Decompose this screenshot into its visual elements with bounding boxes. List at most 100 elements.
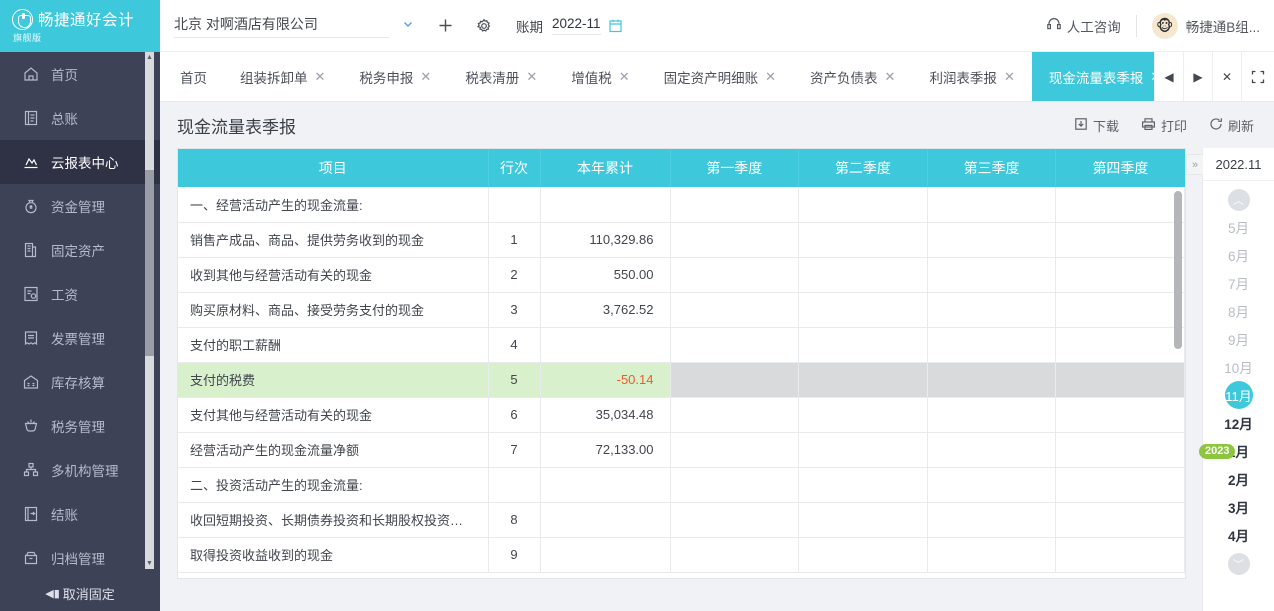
month-item-4[interactable]: 4月 <box>1227 529 1249 544</box>
sidebar-item-invoice[interactable]: 发票管理 <box>0 316 160 360</box>
tab-label: 固定资产明细账 <box>663 70 759 86</box>
cell-q3 <box>927 292 1057 328</box>
sidebar-item-archive[interactable]: 归档管理 <box>0 536 160 580</box>
scroll-down-icon[interactable]: ▼ <box>145 558 154 569</box>
sidebar-item-label: 资金管理 <box>51 200 105 215</box>
close-icon[interactable]: ✕ <box>765 69 777 84</box>
table-row[interactable]: 购买原材料、商品、接受劳务支付的现金 3 3,762.52 <box>178 292 1185 328</box>
table-row[interactable]: 支付的职工薪酬 4 <box>178 327 1185 363</box>
month-item-9[interactable]: 9月 <box>1227 333 1249 348</box>
cell-item: 经营活动产生的现金流量净额 <box>178 432 489 468</box>
tab-home[interactable]: 首页 <box>160 52 223 101</box>
table-scrollbar-thumb[interactable] <box>1174 191 1182 349</box>
table-row[interactable]: 取得投资收益收到的现金 9 <box>178 537 1185 573</box>
scroll-up-icon[interactable]: ▲ <box>145 52 154 63</box>
collapse-panel-icon[interactable]: » <box>1186 154 1203 175</box>
period-label: 账期 <box>516 19 543 35</box>
table-row[interactable]: 收到其他与经营活动有关的现金 2 550.00 <box>178 257 1185 293</box>
sidebar-item-tax[interactable]: 税务管理 <box>0 404 160 448</box>
divider <box>1135 14 1137 37</box>
tab-income-statement-quarterly[interactable]: 利润表季报 ✕ <box>912 52 1031 101</box>
refresh-button[interactable]: 刷新 <box>1209 116 1254 135</box>
tab-tax-form-list[interactable]: 税表清册 ✕ <box>448 52 554 101</box>
table-row[interactable]: 收回短期投资、长期债券投资和长期股权投资收到的... 8 <box>178 502 1185 538</box>
sidebar-item-inventory[interactable]: 库存核算 <box>0 360 160 404</box>
month-item-6[interactable]: 6月 <box>1227 249 1249 264</box>
tab-fixed-asset-ledger[interactable]: 固定资产明细账 ✕ <box>647 52 793 101</box>
cell-ytd <box>540 502 671 538</box>
table-row[interactable]: 销售产成品、商品、提供劳务收到的现金 1 110,329.86 <box>178 222 1185 258</box>
avatar[interactable]: 🐵 <box>1151 12 1178 39</box>
sidebar-item-fixed-assets[interactable]: 固定资产 <box>0 228 160 272</box>
sidebar-scrollbar[interactable]: ▲ ▼ <box>145 52 154 569</box>
tab-bar: 首页 组装拆卸单 ✕ 税务申报 ✕ 税表清册 ✕ 增值税 ✕ <box>160 52 1274 102</box>
tab-vat[interactable]: 增值税 ✕ <box>554 52 646 101</box>
fullscreen-icon[interactable] <box>1241 52 1274 101</box>
month-item-11-selected[interactable]: 11月 <box>1203 381 1274 409</box>
month-item-5[interactable]: 5月 <box>1227 221 1249 236</box>
company-selector[interactable]: 北京 对啊酒店有限公司 <box>174 14 415 38</box>
sidebar-item-cloud-reports[interactable]: 云报表中心 <box>0 140 160 184</box>
table-row[interactable]: 经营活动产生的现金流量净额 7 72,133.00 <box>178 432 1185 468</box>
company-name: 北京 对啊酒店有限公司 <box>174 14 389 38</box>
table-row[interactable]: 二、投资活动产生的现金流量: <box>178 467 1185 503</box>
gear-icon[interactable] <box>476 18 492 34</box>
brand-name: 畅捷通好会计 <box>38 12 135 29</box>
month-item-7[interactable]: 7月 <box>1227 277 1249 292</box>
table-row[interactable]: 一、经营活动产生的现金流量: <box>178 187 1185 223</box>
month-item-2[interactable]: 2月 <box>1227 473 1249 488</box>
tab-scroll-left-icon[interactable]: ◀ <box>1154 52 1183 101</box>
print-button[interactable]: 打印 <box>1141 116 1187 135</box>
tab-balance-sheet[interactable]: 资产负债表 ✕ <box>793 52 912 101</box>
table-row-selected[interactable]: 支付的税费 5 -50.14 <box>178 362 1185 398</box>
cell-line: 9 <box>488 537 541 573</box>
month-item-1[interactable]: 2023 1月 <box>1199 437 1274 465</box>
tab-label: 税表清册 <box>465 70 520 86</box>
table-scrollbar[interactable] <box>1174 189 1182 575</box>
close-icon[interactable]: ✕ <box>526 69 538 84</box>
download-button[interactable]: 下载 <box>1074 116 1119 135</box>
month-item-10[interactable]: 10月 <box>1224 361 1253 376</box>
sidebar-item-home[interactable]: 首页 <box>0 52 160 96</box>
month-item-3[interactable]: 3月 <box>1227 501 1249 516</box>
sidebar-item-multi-org[interactable]: 多机构管理 <box>0 448 160 492</box>
sidebar-item-payroll[interactable]: 工资 <box>0 272 160 316</box>
sidebar-item-ledger[interactable]: 总账 <box>0 96 160 140</box>
cell-q1 <box>670 292 800 328</box>
tab-cash-flow-quarterly[interactable]: 现金流量表季报 ✕ <box>1031 52 1154 101</box>
close-icon[interactable]: ✕ <box>420 69 432 84</box>
close-icon[interactable]: ✕ <box>618 69 630 84</box>
unpin-sidebar-button[interactable]: ◀▮ 取消固定 <box>0 575 160 611</box>
cell-ytd: 550.00 <box>540 257 671 293</box>
tab-assembly-order[interactable]: 组装拆卸单 ✕ <box>223 52 342 101</box>
tab-tax-filing[interactable]: 税务申报 ✕ <box>342 52 448 101</box>
month-item-8[interactable]: 8月 <box>1227 305 1249 320</box>
close-icon[interactable]: ✕ <box>314 69 326 84</box>
human-support-button[interactable]: 人工咨询 <box>1046 16 1121 36</box>
close-icon[interactable]: ✕ <box>1003 69 1015 84</box>
tab-scroll-right-icon[interactable]: ▶ <box>1183 52 1212 101</box>
month-item-12[interactable]: 12月 <box>1224 417 1253 432</box>
cell-q2 <box>798 222 928 258</box>
org-tree-icon <box>22 461 40 479</box>
month-scroll-up-icon[interactable]: ︿ <box>1227 189 1250 211</box>
tab-label: 现金流量表季报 <box>1048 70 1144 86</box>
sidebar-item-funds[interactable]: 资金管理 <box>0 184 160 228</box>
add-company-icon[interactable] <box>437 17 454 34</box>
download-icon <box>1074 117 1088 134</box>
scrollbar-thumb[interactable] <box>145 170 154 356</box>
user-name[interactable]: 畅捷通B组... <box>1185 19 1260 35</box>
table-row[interactable]: 支付其他与经营活动有关的现金 6 35,034.48 <box>178 397 1185 433</box>
period-value[interactable]: 2022-11 <box>552 16 601 35</box>
close-icon[interactable]: ✕ <box>1150 70 1154 83</box>
tab-close-icon[interactable]: ✕ <box>1212 52 1241 101</box>
invoice-icon <box>22 329 40 347</box>
header-right: 人工咨询 🐵 畅捷通B组... <box>1046 12 1260 39</box>
month-scroll-down-icon[interactable]: ﹀ <box>1227 553 1250 575</box>
payroll-icon <box>22 285 40 303</box>
sidebar-item-settlement[interactable]: 结账 <box>0 492 160 536</box>
close-icon[interactable]: ✕ <box>884 69 896 84</box>
calendar-icon[interactable] <box>608 18 623 33</box>
chevron-down-icon[interactable] <box>401 17 415 34</box>
cell-q1 <box>670 432 800 468</box>
